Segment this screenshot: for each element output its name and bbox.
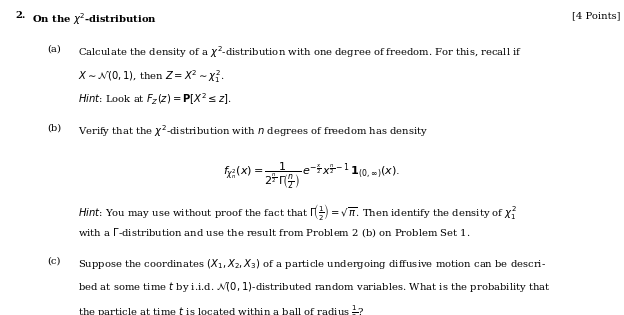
Text: $X \sim \mathcal{N}(0,1)$, then $Z = X^2 \sim \chi_1^2$.: $X \sim \mathcal{N}(0,1)$, then $Z = X^2… bbox=[78, 68, 225, 85]
Text: bed at some time $t$ by i.i.d. $\mathcal{N}(0,1)$-distributed random variables. : bed at some time $t$ by i.i.d. $\mathcal… bbox=[78, 280, 550, 294]
Text: $f_{\chi_n^2}(x) = \dfrac{1}{2^{\frac{n}{2}}\,\Gamma\!\left(\frac{n}{2}\right)}\: $f_{\chi_n^2}(x) = \dfrac{1}{2^{\frac{n}… bbox=[223, 161, 401, 191]
Text: the particle at time $t$ is located within a ball of radius $\frac{1}{2}$?: the particle at time $t$ is located with… bbox=[78, 304, 364, 315]
Text: Verify that the $\chi^2$-distribution with $n$ degrees of freedom has density: Verify that the $\chi^2$-distribution wi… bbox=[78, 123, 428, 139]
Text: $\mathit{Hint}$: Look at $F_Z(z) = \mathbf{P}[X^2 \leq z]$.: $\mathit{Hint}$: Look at $F_Z(z) = \math… bbox=[78, 92, 232, 107]
Text: (a): (a) bbox=[47, 44, 61, 53]
Text: (b): (b) bbox=[47, 123, 61, 132]
Text: with a $\Gamma$-distribution and use the result from Problem 2 (b) on Problem Se: with a $\Gamma$-distribution and use the… bbox=[78, 226, 470, 239]
Text: [4 Points]: [4 Points] bbox=[572, 11, 621, 20]
Text: 2.: 2. bbox=[16, 11, 26, 20]
Text: (c): (c) bbox=[47, 256, 61, 266]
Text: Calculate the density of a $\chi^2$-distribution with one degree of freedom. For: Calculate the density of a $\chi^2$-dist… bbox=[78, 44, 522, 60]
Text: Suppose the coordinates $(X_1, X_2, X_3)$ of a particle undergoing diffusive mot: Suppose the coordinates $(X_1, X_2, X_3)… bbox=[78, 256, 546, 271]
Text: On the $\chi^2$-distribution: On the $\chi^2$-distribution bbox=[32, 11, 157, 27]
Text: $\mathit{Hint}$: You may use without proof the fact that $\Gamma\!\left(\frac{1}: $\mathit{Hint}$: You may use without pro… bbox=[78, 203, 517, 222]
